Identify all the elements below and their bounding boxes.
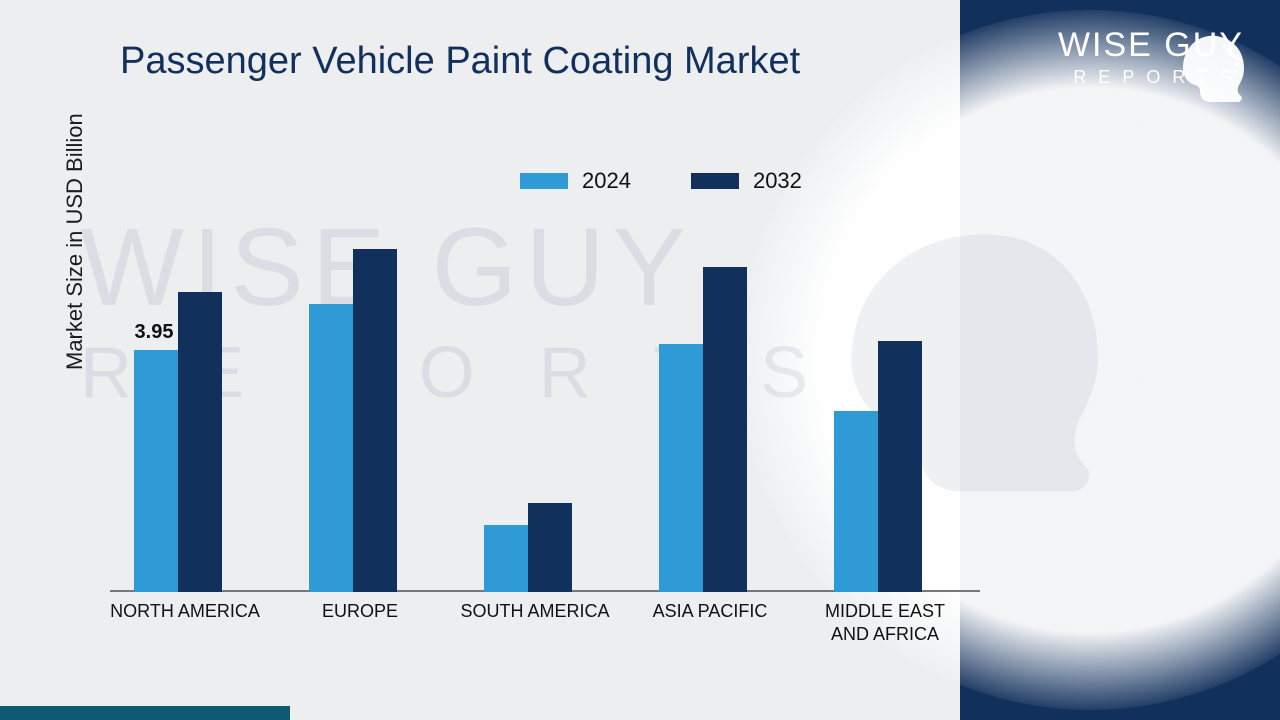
bar-2024: [484, 525, 528, 592]
bar-2032: [528, 503, 572, 592]
legend-label-2024: 2024: [582, 168, 631, 194]
bar-2024: [834, 411, 878, 592]
x-tick-label: MIDDLE EAST AND AFRICA: [810, 600, 960, 645]
brand-logo: WISE GUY REPORTS: [1058, 28, 1244, 86]
bar-2024: [134, 350, 178, 592]
x-tick-label: ASIA PACIFIC: [635, 600, 785, 623]
bar-2024: [309, 304, 353, 592]
bar-2032: [878, 341, 922, 592]
plot-area: 3.95: [110, 212, 980, 592]
legend-label-2032: 2032: [753, 168, 802, 194]
brand-line2: REPORTS: [1058, 68, 1244, 86]
chart-title: Passenger Vehicle Paint Coating Market: [120, 38, 840, 86]
legend: 2024 2032: [520, 168, 802, 194]
x-axis-labels: NORTH AMERICA EUROPE SOUTH AMERICA ASIA PAC…: [110, 592, 980, 720]
legend-swatch-2024: [520, 173, 568, 189]
brand-line1: WISE GUY: [1058, 28, 1244, 62]
right-panel: [960, 0, 1280, 720]
bar-2032: [353, 249, 397, 592]
page-root: WISE GUY R E P O R T S WISE GUY REPORTS …: [0, 0, 1280, 720]
legend-swatch-2032: [691, 173, 739, 189]
y-axis-label: Market Size in USD Billion: [62, 113, 88, 370]
x-tick-label: SOUTH AMERICA: [460, 600, 610, 623]
legend-item-2032: 2032: [691, 168, 802, 194]
x-tick-label: EUROPE: [285, 600, 435, 623]
bar-2024: [659, 344, 703, 592]
legend-item-2024: 2024: [520, 168, 631, 194]
x-tick-label: NORTH AMERICA: [110, 600, 260, 623]
bar-2032: [703, 267, 747, 592]
bar-2032: [178, 292, 222, 592]
bar-value-label: 3.95: [124, 321, 184, 344]
bottom-accent-strip: [0, 706, 290, 720]
